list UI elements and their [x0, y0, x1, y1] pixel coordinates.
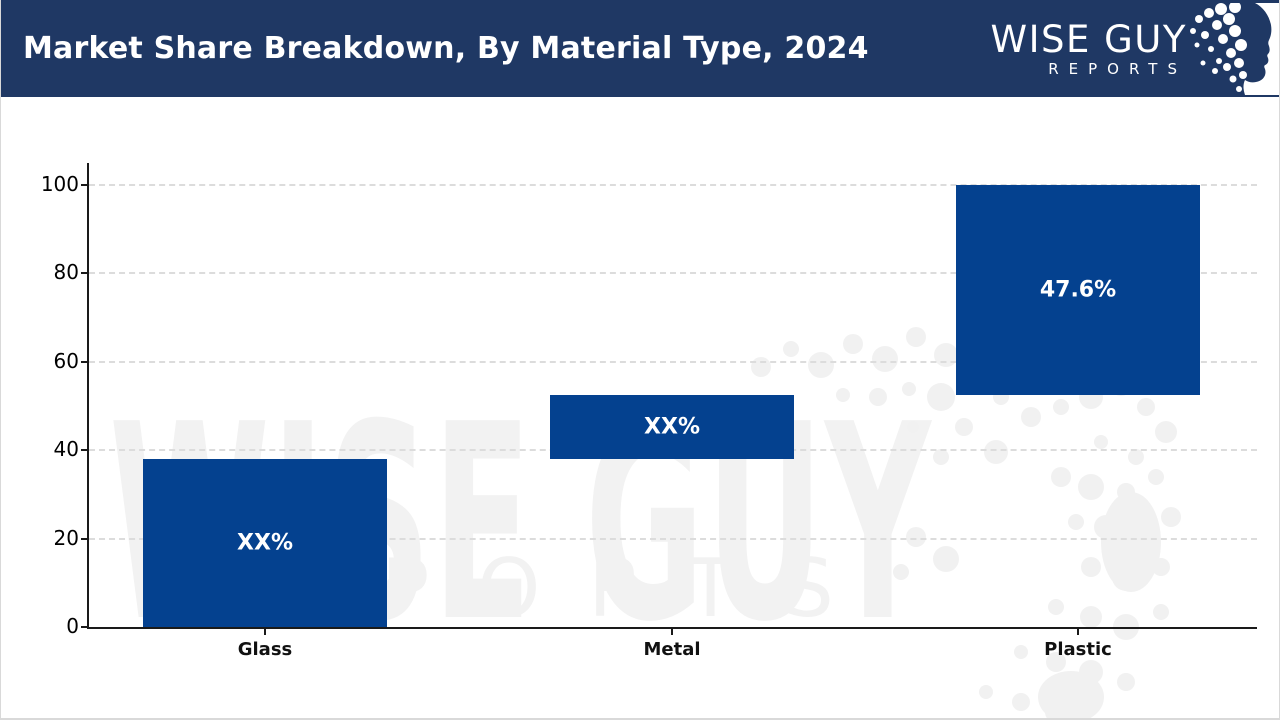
logo-subtitle: REPORTS [1048, 59, 1187, 78]
x-category-label: Plastic [1044, 639, 1112, 660]
chart-title: Market Share Breakdown, By Material Type… [23, 31, 869, 66]
gridline [89, 537, 1257, 540]
y-tick-label: 0 [66, 614, 79, 638]
bar-value-label: 47.6% [1039, 277, 1117, 303]
x-category-label: Glass [237, 639, 293, 660]
y-tick-label: 80 [53, 260, 79, 285]
bar-value-label: XX% [237, 530, 293, 556]
y-tick-label: 60 [53, 348, 79, 373]
gridline [89, 360, 1257, 363]
y-tick-label: 100 [40, 172, 79, 196]
y-tick-label: 20 [53, 525, 79, 550]
logo-name: WISE GUY [990, 17, 1187, 61]
y-tick-mark [81, 449, 89, 452]
bar-metal [550, 395, 794, 460]
x-tick-mark [1077, 629, 1079, 635]
x-category-label: Metal [643, 639, 701, 660]
chart-area: WISE GUY REPORTS [1, 97, 1279, 718]
y-tick-mark [81, 272, 89, 275]
wise-guy-logo: WISE GUY REPORTS [991, 0, 1279, 97]
bar-value-label: XX% [644, 414, 700, 440]
bar-glass [143, 459, 387, 627]
y-tick-mark [81, 626, 89, 628]
gridline [89, 272, 1257, 275]
x-axis-line [87, 627, 1257, 629]
y-tick-label: 40 [53, 437, 79, 462]
logo-text: WISE GUY REPORTS [991, 21, 1187, 77]
y-tick-mark [81, 184, 89, 186]
x-tick-mark [264, 629, 266, 635]
y-tick-mark [81, 537, 89, 540]
y-axis-line [87, 163, 89, 629]
x-tick-mark [671, 629, 673, 635]
y-tick-mark [81, 360, 89, 363]
logo-head-icon [1190, 2, 1279, 95]
gridline [89, 184, 1257, 186]
header-bar: Market Share Breakdown, By Material Type… [1, 0, 1279, 97]
